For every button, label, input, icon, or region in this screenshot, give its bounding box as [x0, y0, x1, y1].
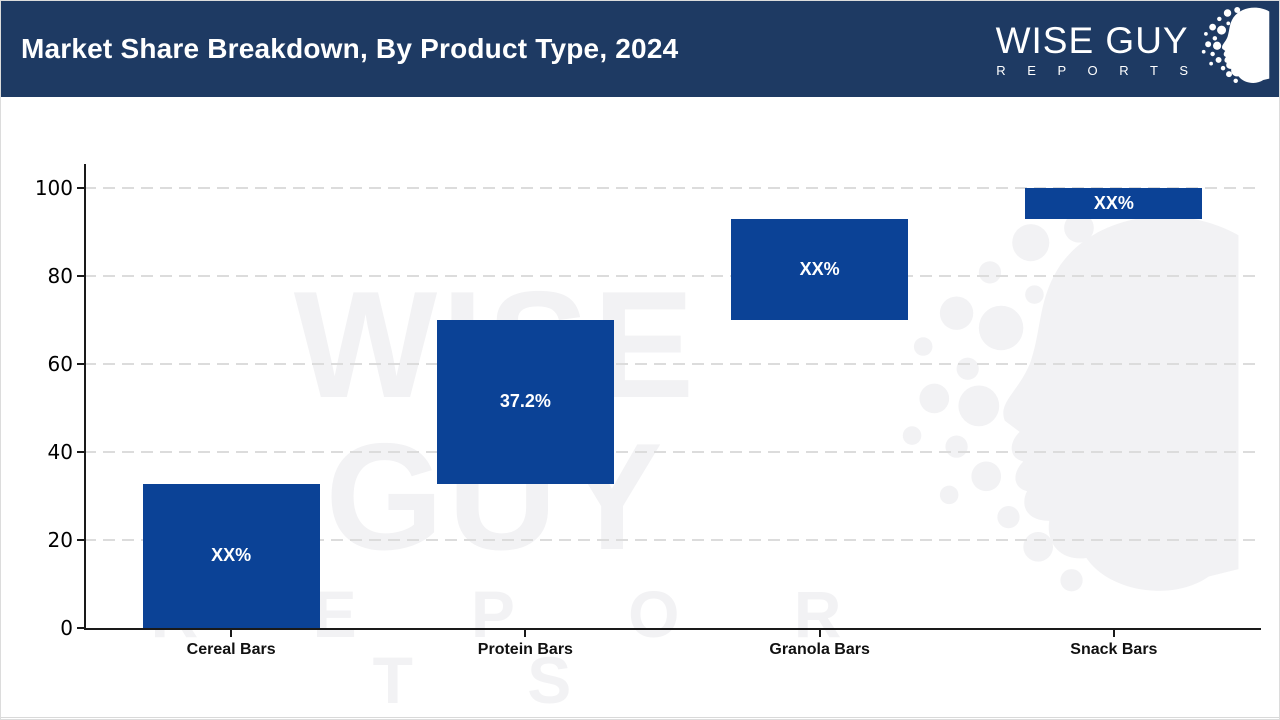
- bar-value-label: 37.2%: [499, 391, 551, 412]
- y-tick-label-0: 0: [60, 616, 73, 640]
- x-axis-spine: [84, 628, 1261, 630]
- bar-snack-bars: XX%: [1025, 188, 1203, 219]
- y-tick-label-40: 40: [47, 440, 73, 464]
- y-tick-20: [77, 539, 85, 541]
- page-title: Market Share Breakdown, By Product Type,…: [21, 33, 679, 64]
- logo-wordmark: WISE GUY: [995, 20, 1189, 62]
- bar-granola-bars: XX%: [731, 218, 909, 320]
- logo-text: WISE GUY R E P O R T S: [987, 20, 1197, 78]
- logo-head-icon: [1191, 6, 1273, 94]
- x-axis-label-2: Protein Bars: [477, 641, 573, 658]
- y-tick-100: [77, 187, 85, 189]
- header: Market Share Breakdown, By Product Type,…: [1, 1, 1279, 97]
- gridline-40: [84, 451, 1261, 453]
- watermark-head-icon: [863, 213, 1243, 626]
- y-tick-0: [77, 627, 85, 629]
- x-axis-label-3: Granola Bars: [769, 641, 870, 658]
- y-tick-label-20: 20: [47, 528, 73, 552]
- y-tick-label-100: 100: [34, 176, 73, 200]
- logo-subtitle: R E P O R T S: [996, 62, 1197, 78]
- wise-guy-reports-logo: WISE GUY R E P O R T S: [987, 6, 1273, 94]
- gridline-60: [84, 363, 1261, 365]
- bar-value-label: XX%: [799, 258, 840, 279]
- bar-value-label: XX%: [211, 545, 252, 566]
- gridline-80: [84, 275, 1261, 277]
- x-axis-label-1: Cereal Bars: [186, 641, 276, 658]
- y-tick-label-60: 60: [47, 352, 73, 376]
- x-axis-label-4: Snack Bars: [1070, 641, 1158, 658]
- x-tick-3: [818, 630, 821, 637]
- footer-divider: [1, 717, 1279, 718]
- x-tick-4: [1112, 630, 1115, 637]
- bar-value-label: XX%: [1093, 192, 1134, 213]
- bar-protein-bars: 37.2%: [436, 320, 614, 484]
- y-tick-40: [77, 451, 85, 453]
- x-tick-2: [524, 630, 527, 637]
- bar-cereal-bars: XX%: [142, 483, 320, 628]
- y-tick-label-80: 80: [47, 264, 73, 288]
- x-tick-1: [230, 630, 233, 637]
- gridline-100: [84, 187, 1261, 189]
- gridline-20: [84, 539, 1261, 541]
- y-axis-spine: [84, 164, 86, 630]
- y-tick-60: [77, 363, 85, 365]
- y-tick-80: [77, 275, 85, 277]
